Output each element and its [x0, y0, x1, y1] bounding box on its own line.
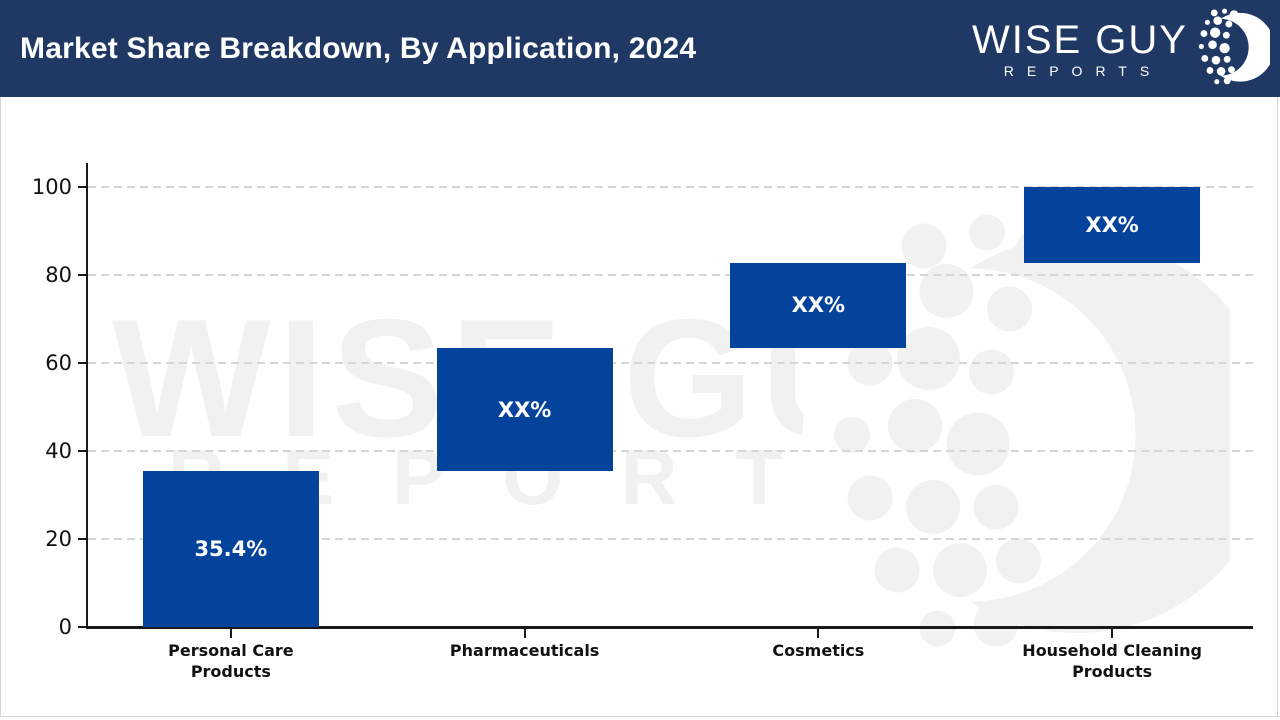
frame-border-left [0, 97, 1, 717]
category-label-line: Household Cleaning [1022, 641, 1202, 660]
frame-border-right [1277, 97, 1278, 717]
gridline-80 [88, 274, 1253, 276]
bar-segment: XX% [436, 348, 613, 472]
brand-name: WISE GUY [971, 17, 1188, 62]
category-label-line: Products [1072, 662, 1153, 681]
y-tick-40 [78, 450, 86, 452]
bar-value-label: XX% [791, 293, 846, 318]
y-tick-100 [78, 186, 86, 188]
category-label: Cosmetics [668, 640, 968, 661]
y-tick-label-60: 60 [45, 351, 72, 375]
category-label-line: Pharmaceuticals [449, 641, 600, 660]
category-label-line: Personal Care [168, 641, 294, 660]
x-tick-3 [1111, 629, 1114, 638]
y-tick-60 [78, 362, 86, 364]
y-axis-line [86, 163, 88, 629]
category-label-line: Products [190, 662, 271, 681]
frame-border-bottom [0, 716, 1280, 717]
category-label: Household Cleaning Products [962, 640, 1262, 682]
bar-segment: XX% [730, 262, 907, 349]
page-title: Market Share Breakdown, By Application, … [20, 31, 697, 65]
bar-segment: 35.4% [142, 471, 319, 627]
bar-value-label: XX% [497, 397, 552, 422]
y-tick-label-20: 20 [45, 527, 72, 551]
category-label: Pharmaceuticals [375, 640, 675, 661]
category-label: Personal Care Products [81, 640, 381, 682]
bar-value-label: XX% [1085, 212, 1139, 237]
y-tick-label-100: 100 [31, 175, 72, 199]
y-tick-label-40: 40 [45, 439, 72, 463]
brand-subname: REPORTS [1003, 62, 1163, 79]
brand-logo-text: WISE GUY REPORTS [972, 20, 1188, 79]
y-tick-0 [78, 626, 86, 628]
bar-value-label: 35.4% [194, 537, 268, 562]
watermark-head-dots-icon [802, 214, 1230, 647]
gridline-40 [88, 450, 1253, 452]
bar-segment: XX% [1024, 187, 1201, 263]
x-tick-0 [229, 629, 232, 638]
y-tick-label-0: 0 [58, 615, 72, 639]
gridline-100 [88, 186, 1253, 188]
gridline-20 [88, 538, 1253, 540]
category-label-line: Cosmetics [772, 641, 865, 660]
y-tick-label-80: 80 [45, 263, 72, 287]
x-tick-1 [523, 629, 526, 638]
header-bar: Market Share Breakdown, By Application, … [0, 0, 1280, 97]
brand-head-dots-icon [1191, 8, 1270, 85]
x-axis-line [86, 626, 1253, 629]
gridline-60 [88, 362, 1253, 364]
x-tick-2 [817, 629, 820, 638]
brand-logo: WISE GUY REPORTS [972, 5, 1270, 93]
y-tick-80 [78, 274, 86, 276]
y-tick-20 [78, 538, 86, 540]
